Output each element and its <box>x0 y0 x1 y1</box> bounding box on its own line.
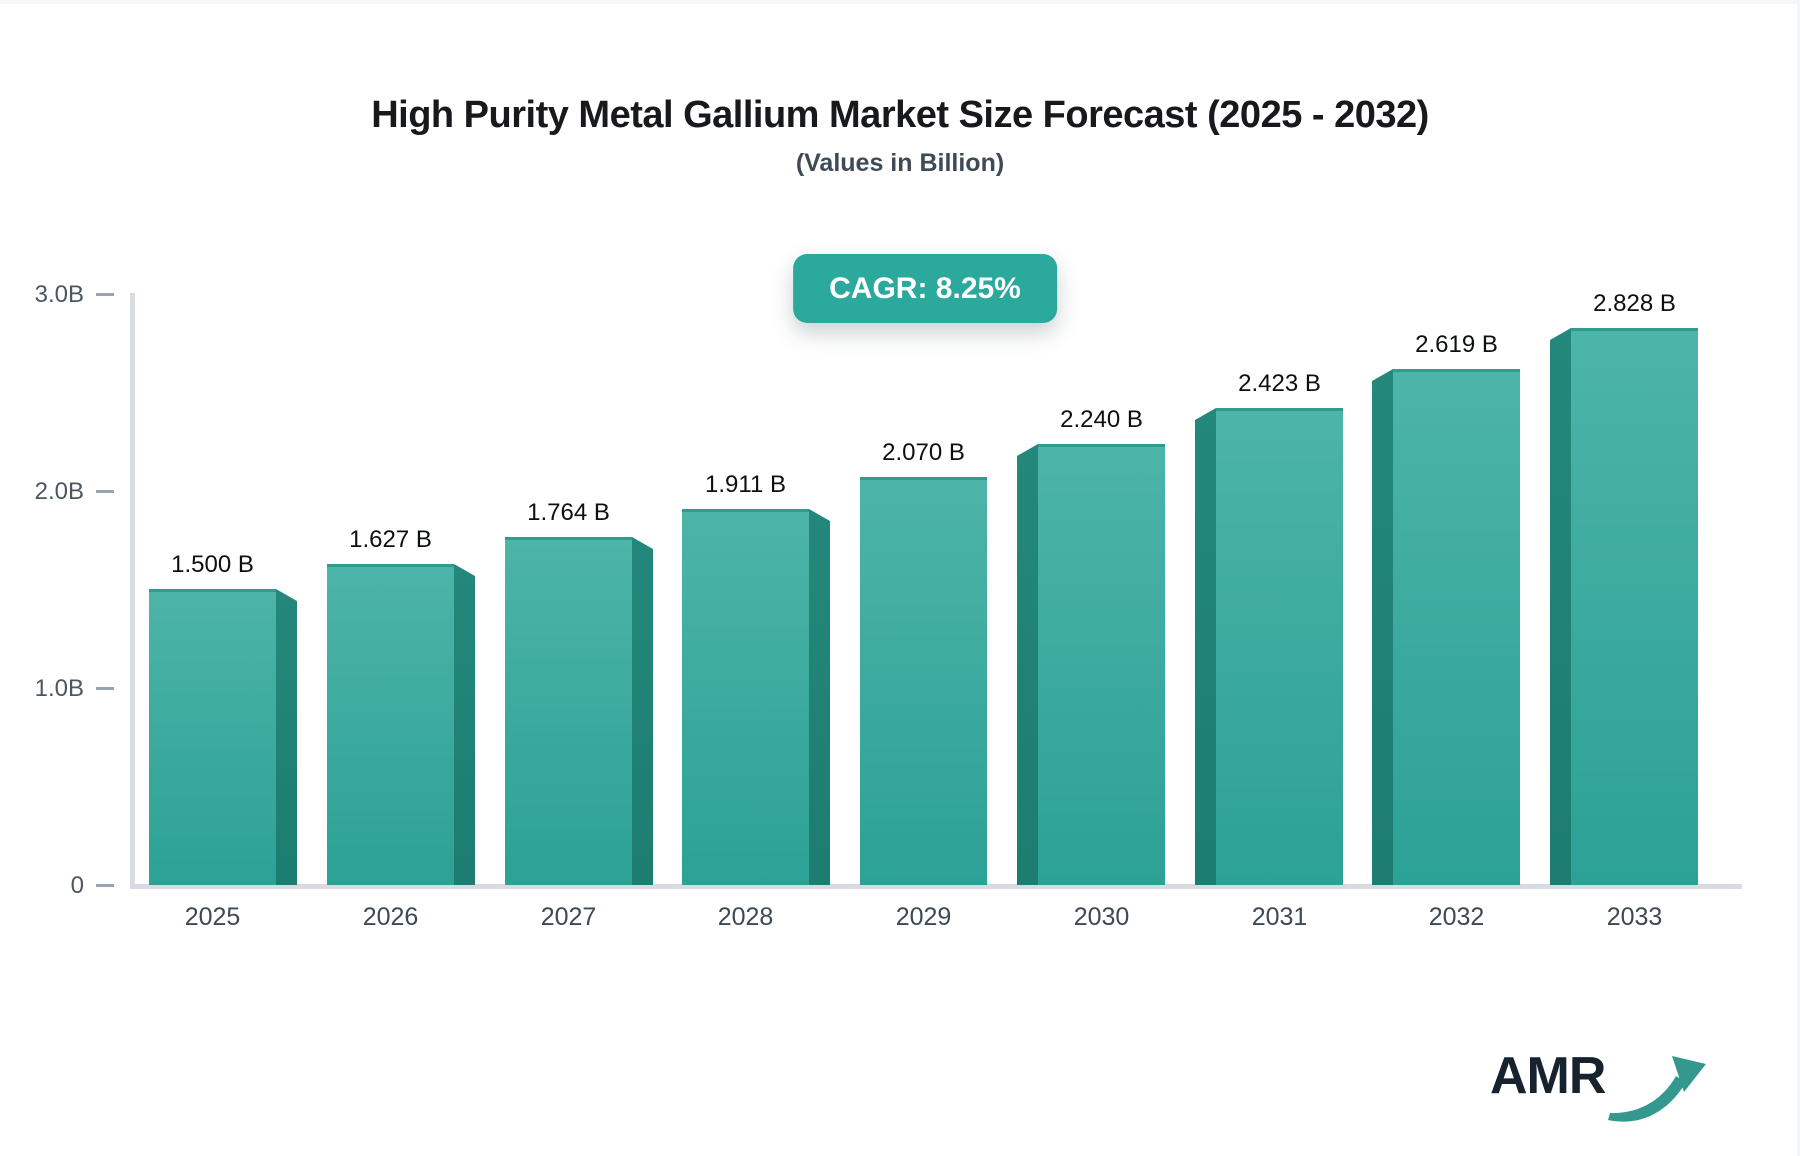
bar-value-label: 2.240 B <box>1060 406 1143 433</box>
y-axis-line <box>130 293 135 886</box>
y-axis-tick-label: 1.0B <box>34 675 84 702</box>
bar-side-face <box>1372 369 1393 885</box>
bar-value-label: 2.828 B <box>1593 290 1676 317</box>
cagr-badge: CAGR: 8.25% <box>793 254 1057 323</box>
x-axis-label: 2033 <box>1606 903 1663 931</box>
bar <box>860 477 987 885</box>
bar-side-face <box>1017 444 1038 885</box>
bar-side-face <box>276 589 297 885</box>
card-right-edge <box>1797 0 1800 1156</box>
bar-value-label: 2.619 B <box>1415 331 1498 358</box>
chart-subtitle: (Values in Billion) <box>795 149 1005 177</box>
x-axis-label: 2028 <box>717 903 774 931</box>
bar-side-face <box>1195 408 1216 885</box>
amr-logo: AMR <box>1490 1038 1706 1128</box>
bar-side-face <box>454 564 475 885</box>
bar-side-face <box>1550 328 1571 885</box>
bar <box>1571 328 1698 885</box>
y-axis-tick <box>96 490 114 493</box>
x-axis-label: 2025 <box>184 903 241 931</box>
bar-side-face <box>809 509 830 885</box>
chart-title: High Purity Metal Gallium Market Size Fo… <box>371 94 1429 136</box>
bar <box>1216 408 1343 885</box>
growth-arrow-icon <box>1608 1056 1706 1122</box>
bar <box>1393 369 1520 885</box>
bar-value-label: 2.423 B <box>1238 370 1321 397</box>
x-axis-line <box>130 884 1742 889</box>
bar <box>327 564 454 885</box>
y-axis-tick-label: 3.0B <box>34 281 84 308</box>
card-top-edge <box>0 0 1800 4</box>
x-axis-label: 2031 <box>1251 903 1308 931</box>
x-axis-label: 2026 <box>362 903 419 931</box>
y-axis-tick <box>96 884 114 887</box>
bar <box>1038 444 1165 885</box>
amr-logo-text: AMR <box>1490 1047 1606 1105</box>
x-axis-label: 2027 <box>540 903 597 931</box>
bar <box>505 537 632 885</box>
bar-value-label: 1.911 B <box>705 471 786 498</box>
bar <box>682 509 809 885</box>
bar <box>149 589 276 885</box>
bar-value-label: 1.500 B <box>171 551 254 578</box>
bar-side-face <box>632 537 653 885</box>
y-axis-tick-label: 0 <box>70 872 84 899</box>
y-axis-tick <box>96 293 114 296</box>
bar-value-label: 1.627 B <box>349 526 432 553</box>
y-axis-tick <box>96 687 114 690</box>
bar-value-label: 1.764 B <box>527 499 610 526</box>
x-axis-label: 2032 <box>1428 903 1485 931</box>
x-axis-label: 2029 <box>895 903 952 931</box>
y-axis-tick-label: 2.0B <box>34 478 84 505</box>
bar-value-label: 2.070 B <box>882 439 965 466</box>
x-axis-label: 2030 <box>1073 903 1130 931</box>
